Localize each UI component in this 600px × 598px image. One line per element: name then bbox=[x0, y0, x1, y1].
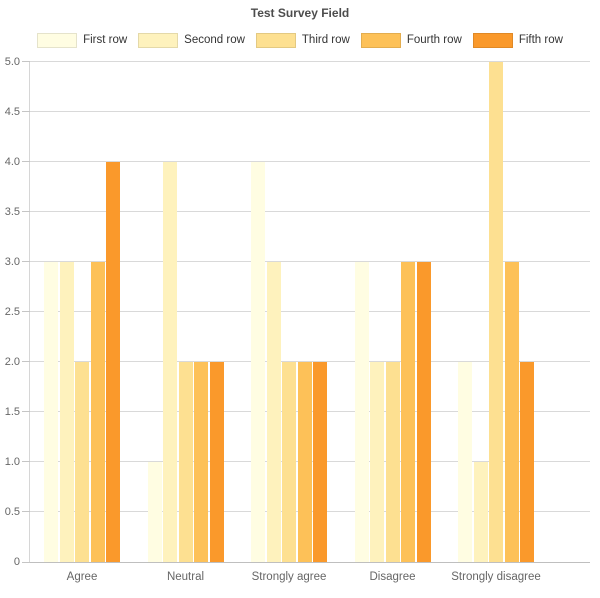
bar-group-agree bbox=[44, 162, 120, 562]
legend-item-second-row[interactable]: Second row bbox=[138, 32, 245, 48]
bar-third-row-strongly-agree[interactable] bbox=[282, 362, 296, 562]
bar-fourth-row-strongly-disagree[interactable] bbox=[504, 262, 519, 562]
y-gridline bbox=[30, 111, 590, 112]
x-axis-label-strongly-disagree: Strongly disagree bbox=[451, 571, 541, 583]
bar-first-row-strongly-disagree[interactable] bbox=[458, 362, 472, 562]
plot-area: 0 0.5 1.0 1.5 2.0 2.5 3.0 3.5 4.0 4.5 5.0 Agree Neut… bbox=[5, 56, 590, 583]
legend-swatch-third-row bbox=[255, 32, 296, 48]
bar-first-row-disagree[interactable] bbox=[354, 262, 369, 562]
y-axis-label: 2.0 bbox=[4, 356, 20, 368]
bar-fifth-row-disagree[interactable] bbox=[416, 262, 431, 562]
bar-second-row-strongly-agree[interactable] bbox=[266, 262, 281, 562]
bar-fourth-row-strongly-agree[interactable] bbox=[297, 362, 312, 562]
y-gridline bbox=[30, 61, 590, 62]
x-axis-label-disagree: Disagree bbox=[369, 571, 416, 583]
legend-swatch-second-row bbox=[138, 32, 179, 48]
bar-third-row-agree[interactable] bbox=[75, 362, 89, 562]
y-axis-tick bbox=[22, 211, 30, 212]
y-axis-label: 1.0 bbox=[4, 456, 20, 468]
y-axis-label: 3.0 bbox=[4, 256, 20, 268]
legend-label: Third row bbox=[301, 34, 350, 46]
legend-item-fifth-row[interactable]: Fifth row bbox=[472, 32, 563, 48]
y-axis-label: 0.5 bbox=[4, 506, 20, 518]
bar-second-row-strongly-disagree[interactable] bbox=[473, 462, 488, 562]
y-axis-label: 4.5 bbox=[4, 106, 20, 118]
y-axis-tick bbox=[22, 311, 30, 312]
y-axis-tick bbox=[22, 111, 30, 112]
bar-second-row-disagree[interactable] bbox=[370, 362, 384, 562]
y-axis-tick bbox=[22, 361, 30, 362]
y-axis-tick bbox=[22, 562, 30, 563]
bar-second-row-neutral[interactable] bbox=[163, 162, 177, 562]
y-axis-label: 0 bbox=[13, 556, 20, 568]
y-axis-label: 5.0 bbox=[4, 56, 20, 68]
y-axis-label: 2.5 bbox=[4, 306, 20, 318]
x-axis-label-neutral: Neutral bbox=[166, 571, 205, 583]
legend-label: First row bbox=[83, 34, 128, 46]
bar-third-row-strongly-disagree[interactable] bbox=[489, 62, 503, 562]
legend-swatch-fourth-row bbox=[360, 32, 401, 48]
y-axis-tick bbox=[22, 161, 30, 162]
legend-item-third-row[interactable]: Third row bbox=[255, 32, 350, 48]
bar-third-row-neutral[interactable] bbox=[178, 362, 193, 562]
chart-title: Test Survey Field bbox=[250, 6, 350, 20]
bar-fourth-row-neutral[interactable] bbox=[194, 362, 208, 562]
bar-fifth-row-strongly-disagree[interactable] bbox=[520, 362, 534, 562]
x-axis-label-strongly-agree: Strongly agree bbox=[251, 571, 327, 583]
y-axis-tick bbox=[22, 511, 30, 512]
legend-item-fourth-row[interactable]: Fourth row bbox=[360, 32, 462, 48]
y-axis-label: 1.5 bbox=[4, 406, 20, 418]
y-axis-tick bbox=[22, 411, 30, 412]
y-axis-label: 3.5 bbox=[4, 206, 20, 218]
bar-fifth-row-strongly-agree[interactable] bbox=[313, 362, 327, 562]
legend-label: Fourth row bbox=[406, 34, 462, 46]
bar-group-strongly-disagree bbox=[458, 62, 534, 562]
y-axis-tick bbox=[22, 61, 30, 62]
bar-second-row-agree[interactable] bbox=[59, 262, 74, 562]
bar-fifth-row-agree[interactable] bbox=[106, 162, 120, 562]
y-gridline bbox=[30, 361, 590, 362]
legend: First row Second row Third row Fourth row Fi… bbox=[0, 31, 600, 49]
bar-group-disagree bbox=[354, 262, 431, 562]
bar-fifth-row-neutral[interactable] bbox=[209, 362, 224, 562]
bar-first-row-agree[interactable] bbox=[44, 262, 58, 562]
legend-item-first-row[interactable]: First row bbox=[37, 32, 128, 48]
y-gridline bbox=[30, 261, 590, 262]
legend-swatch-first-row bbox=[37, 32, 78, 48]
x-axis-label-agree: Agree bbox=[66, 571, 98, 583]
legend-label: Fifth row bbox=[518, 34, 563, 46]
y-axis-tick bbox=[22, 461, 30, 462]
legend-label: Second row bbox=[184, 34, 245, 46]
bar-fourth-row-agree[interactable] bbox=[90, 262, 105, 562]
legend-swatch-fifth-row bbox=[472, 32, 513, 48]
y-axis-tick bbox=[22, 261, 30, 262]
y-axis-label: 4.0 bbox=[4, 156, 20, 168]
bar-third-row-disagree[interactable] bbox=[385, 362, 400, 562]
y-gridline bbox=[30, 311, 590, 312]
bar-fourth-row-disagree[interactable] bbox=[401, 262, 415, 562]
bar-first-row-strongly-agree[interactable] bbox=[251, 162, 265, 562]
y-gridline bbox=[30, 161, 590, 162]
y-gridline bbox=[30, 211, 590, 212]
bar-first-row-neutral[interactable] bbox=[147, 462, 162, 562]
bar-group-neutral bbox=[147, 162, 224, 562]
bar-group-strongly-agree bbox=[251, 162, 327, 562]
